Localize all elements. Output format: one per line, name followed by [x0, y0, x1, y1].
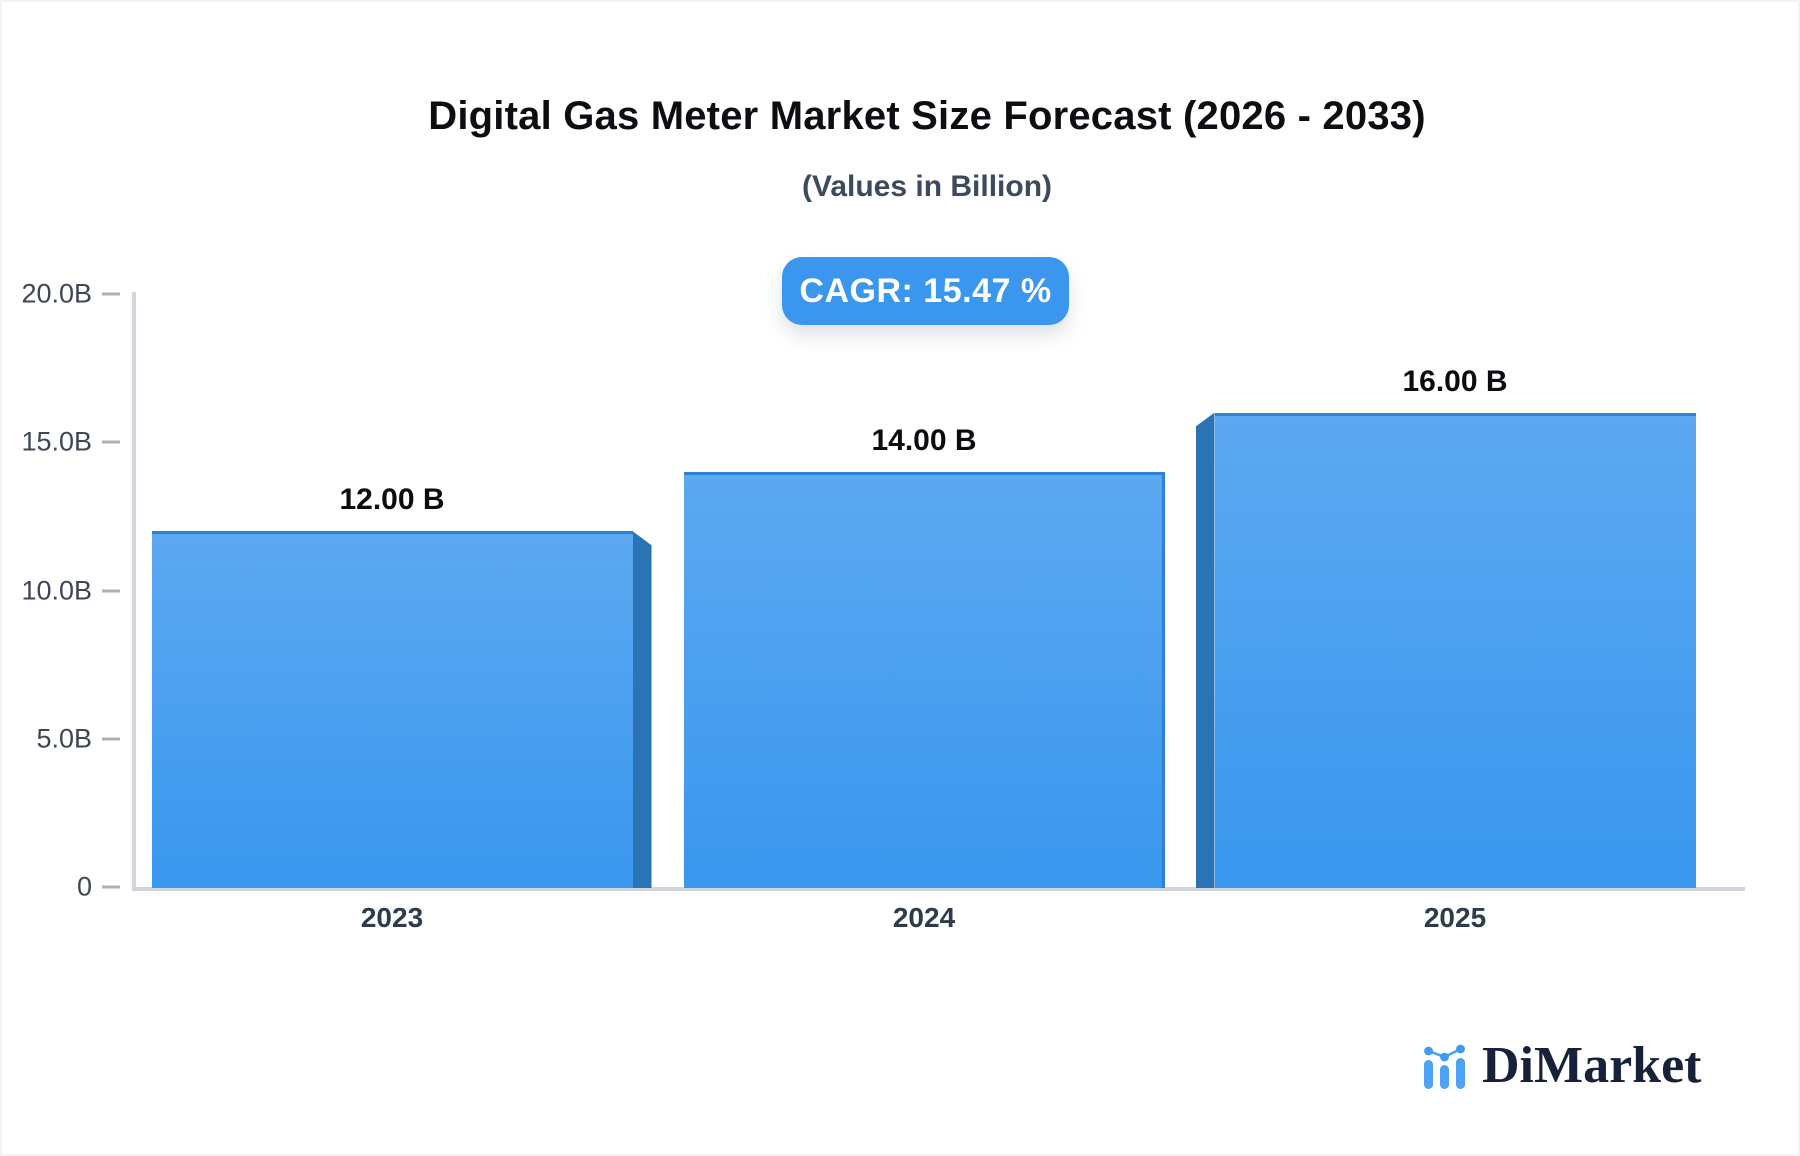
y-tick-mark [102, 292, 120, 296]
bar-3d-side [1195, 412, 1215, 888]
cagr-badge-label: CAGR: 15.47 % [799, 271, 1052, 310]
y-tick-mark [102, 589, 120, 592]
y-tick-mark [102, 885, 120, 889]
mini-bar-chart-icon [1424, 1044, 1465, 1089]
y-tick-label: 0 [76, 871, 92, 902]
page-title: Digital Gas Meter Market Size Forecast (… [428, 94, 1426, 138]
bar-3d-side [632, 531, 652, 888]
bar-2023 [151, 531, 633, 888]
x-axis-label-2023: 2023 [360, 902, 424, 933]
bar-value-label: 16.00 B [1402, 364, 1508, 398]
y-tick-label: 15.0B [21, 426, 92, 457]
x-axis-baseline [132, 887, 1745, 891]
y-axis-line [132, 292, 136, 891]
y-tick-mark [102, 440, 120, 444]
y-tick-label: 5.0B [36, 723, 92, 754]
bar-2024 [683, 471, 1165, 888]
chart-subtitle: (Values in Billion) [801, 170, 1053, 203]
x-axis-label-2025: 2025 [1423, 902, 1487, 933]
x-axis-label-2024: 2024 [892, 902, 956, 933]
cagr-badge: CAGR: 15.47 % [782, 257, 1069, 325]
bar-value-label: 14.00 B [871, 423, 977, 457]
y-tick-mark [102, 737, 120, 741]
brand-name: DiMarket [1482, 1037, 1702, 1094]
y-tick-label: 10.0B [21, 575, 92, 605]
bar-value-label: 12.00 B [339, 483, 445, 517]
brand-logo: DiMarket [1422, 1040, 1701, 1092]
bar-2025 [1214, 412, 1696, 888]
y-tick-label: 20.0B [21, 278, 92, 309]
